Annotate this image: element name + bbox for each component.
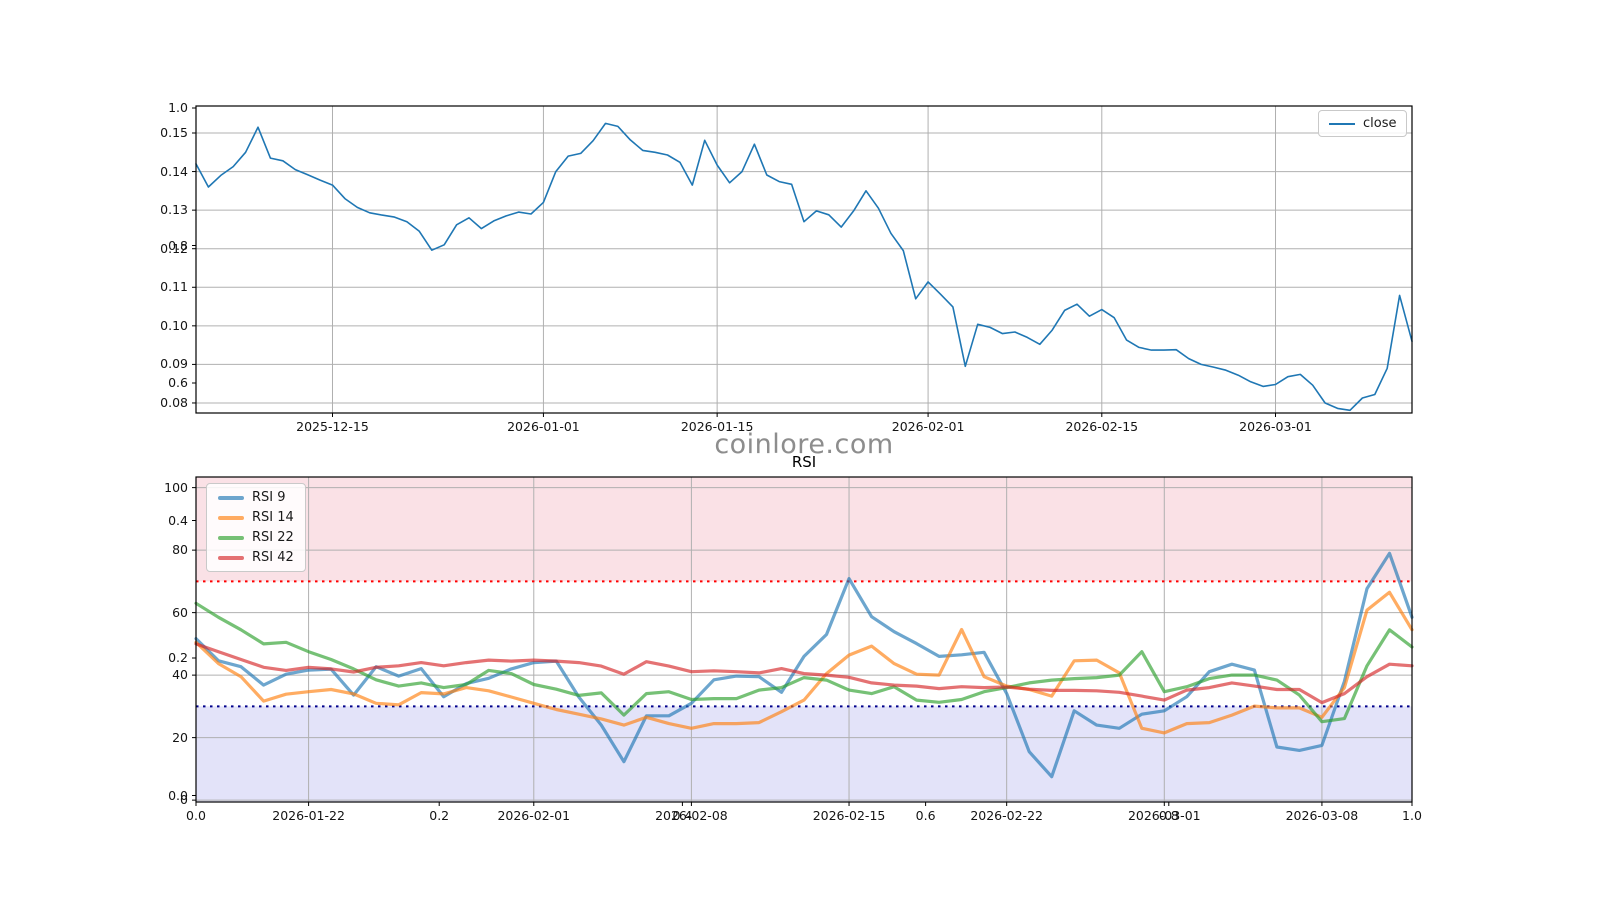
rsi-x-tick-label: 2026-02-08 xyxy=(655,808,728,823)
price-x-tick-label: 2026-02-15 xyxy=(1065,419,1139,434)
rsi-legend-row: RSI 42 xyxy=(218,550,294,565)
rsi-legend-row: RSI 9 xyxy=(218,490,294,505)
rsi-y-tick-label: 80 xyxy=(172,542,188,558)
price-y-tick-label: 0.09 xyxy=(160,356,188,372)
price-y-tick-label: 0.11 xyxy=(160,279,188,295)
rsi-y-tick-label: 60 xyxy=(172,604,188,620)
rsi-legend-row: RSI 14 xyxy=(218,510,294,525)
phantom-x-tick-label: 0.6 xyxy=(915,808,936,823)
watermark: coinlore.com xyxy=(714,429,894,460)
rsi-y-tick-label: 0 xyxy=(180,792,188,808)
phantom-x-tick-label: 0.4 xyxy=(672,808,693,823)
rsi-legend-row: RSI 22 xyxy=(218,530,294,545)
rsi-legend: RSI 9 RSI 14 RSI 22 RSI 42 xyxy=(206,483,306,572)
price-legend-label: close xyxy=(1363,116,1397,131)
rsi22-line-swatch xyxy=(218,535,244,540)
rsi-y-tick-label: 20 xyxy=(172,729,188,745)
phantom-y-tick-label: 0.4 xyxy=(168,512,188,528)
rsi9-line-swatch xyxy=(218,495,244,500)
price-y-tick-label: 0.08 xyxy=(160,394,188,410)
rsi-x-tick-label: 2026-01-22 xyxy=(272,808,345,823)
rsi-legend-label: RSI 42 xyxy=(252,550,294,565)
rsi-chart-title: RSI xyxy=(791,453,817,471)
rsi-x-tick-label: 2026-02-01 xyxy=(497,808,571,823)
phantom-y-tick-label: 0.2 xyxy=(168,650,188,665)
rsi-x-tick-label: 2026-03-08 xyxy=(1285,808,1359,823)
price-y-tick-label: 0.10 xyxy=(160,317,188,333)
price-x-tick-label: 2026-01-15 xyxy=(680,419,754,434)
rsi14-line-swatch xyxy=(218,515,244,520)
phantom-x-tick-label: 0.2 xyxy=(429,808,450,823)
phantom-x-tick-label: 1.0 xyxy=(1402,808,1422,823)
price-x-tick-label: 2026-02-01 xyxy=(891,419,965,434)
price-x-tick-label: 2026-03-01 xyxy=(1239,419,1312,434)
phantom-y-tick-label: 0.0 xyxy=(168,787,188,803)
phantom-y-tick-label: 0.6 xyxy=(168,375,188,390)
rsi-legend-label: RSI 22 xyxy=(252,530,294,545)
price-y-tick-label: 0.13 xyxy=(160,202,188,218)
price-x-tick-label: 2025-12-15 xyxy=(296,419,369,434)
price-y-tick-label: 0.12 xyxy=(160,240,188,256)
phantom-x-tick-label: 0.8 xyxy=(1158,808,1179,823)
rsi-legend-label: RSI 9 xyxy=(252,490,286,505)
rsi-legend-label: RSI 14 xyxy=(252,510,294,525)
price-y-tick-label: 0.15 xyxy=(160,124,188,140)
close-line-swatch xyxy=(1329,122,1355,125)
price-y-tick-label: 0.14 xyxy=(160,163,188,179)
rsi-x-tick-label: 2026-02-15 xyxy=(812,808,886,823)
rsi-y-tick-label: 100 xyxy=(164,479,188,495)
price-legend: close xyxy=(1318,110,1408,137)
phantom-y-tick-label: 1.0 xyxy=(168,100,188,115)
price-x-tick-label: 2026-01-01 xyxy=(507,419,580,434)
rsi-x-tick-label: 2026-02-22 xyxy=(970,808,1043,823)
phantom-x-tick-label: 0.0 xyxy=(186,808,206,823)
rsi-x-tick-label: 2026-03-01 xyxy=(1127,808,1201,823)
rsi-y-tick-label: 40 xyxy=(172,667,188,683)
phantom-y-tick-label: 0.8 xyxy=(168,237,188,253)
rsi42-line-swatch xyxy=(218,555,244,560)
